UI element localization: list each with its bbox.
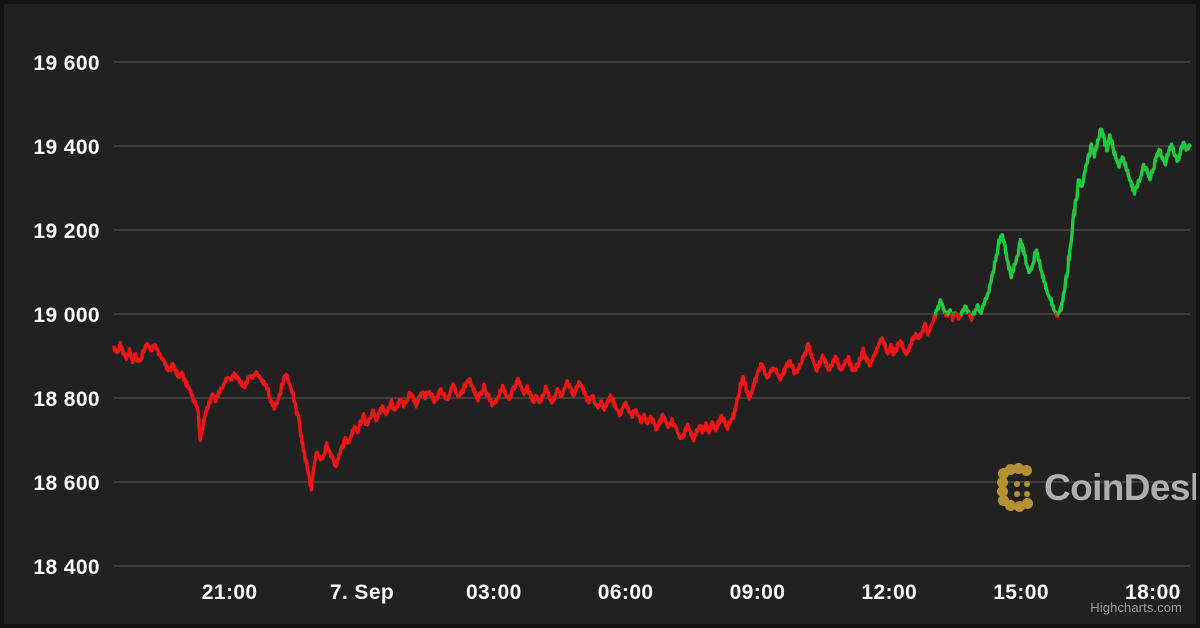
y-axis-tick-label: 19 000 — [33, 304, 100, 327]
price-line-segment-up — [1056, 127, 1192, 316]
price-line-segment-down — [112, 312, 938, 492]
y-axis-tick-label: 19 600 — [33, 52, 100, 75]
x-axis-tick-label: 12:00 — [861, 581, 917, 604]
y-axis-tick-label: 19 400 — [33, 136, 100, 159]
y-axis-tick-label: 18 800 — [33, 388, 100, 411]
price-line-segment-up — [959, 304, 972, 316]
highcharts-credit[interactable]: Highcharts.com — [1090, 600, 1182, 615]
price-line-segment-up — [933, 298, 948, 316]
x-axis-tick-label: 18:00 — [1125, 581, 1181, 604]
x-axis-tick-label: 15:00 — [993, 581, 1049, 604]
chart-canvas[interactable]: 19 600 19 400 19 200 19 000 18 800 18 600 18 4… — [4, 4, 1200, 628]
x-axis-label-group: 21:00 7. Sep 03:00 06:00 09:00 12:00 15:00 18:0… — [202, 581, 1181, 604]
y-axis-tick-label: 18 600 — [33, 472, 100, 495]
x-axis-tick-label: 09:00 — [730, 581, 786, 604]
y-axis-tick-label: 19 200 — [33, 220, 100, 243]
y-axis-label-group: 19 600 19 400 19 200 19 000 18 800 18 600 18 4… — [33, 52, 100, 579]
price-series-group — [112, 127, 1192, 492]
y-axis-tick-label: 18 400 — [33, 556, 100, 579]
x-axis-tick-label: 21:00 — [202, 581, 258, 604]
x-axis-tick-label: 06:00 — [598, 581, 654, 604]
price-line-segment-up — [972, 233, 1058, 316]
gridline-group — [114, 61, 1190, 567]
x-axis-tick-label: 03:00 — [466, 581, 522, 604]
x-axis-tick-label: 7. Sep — [330, 581, 394, 604]
